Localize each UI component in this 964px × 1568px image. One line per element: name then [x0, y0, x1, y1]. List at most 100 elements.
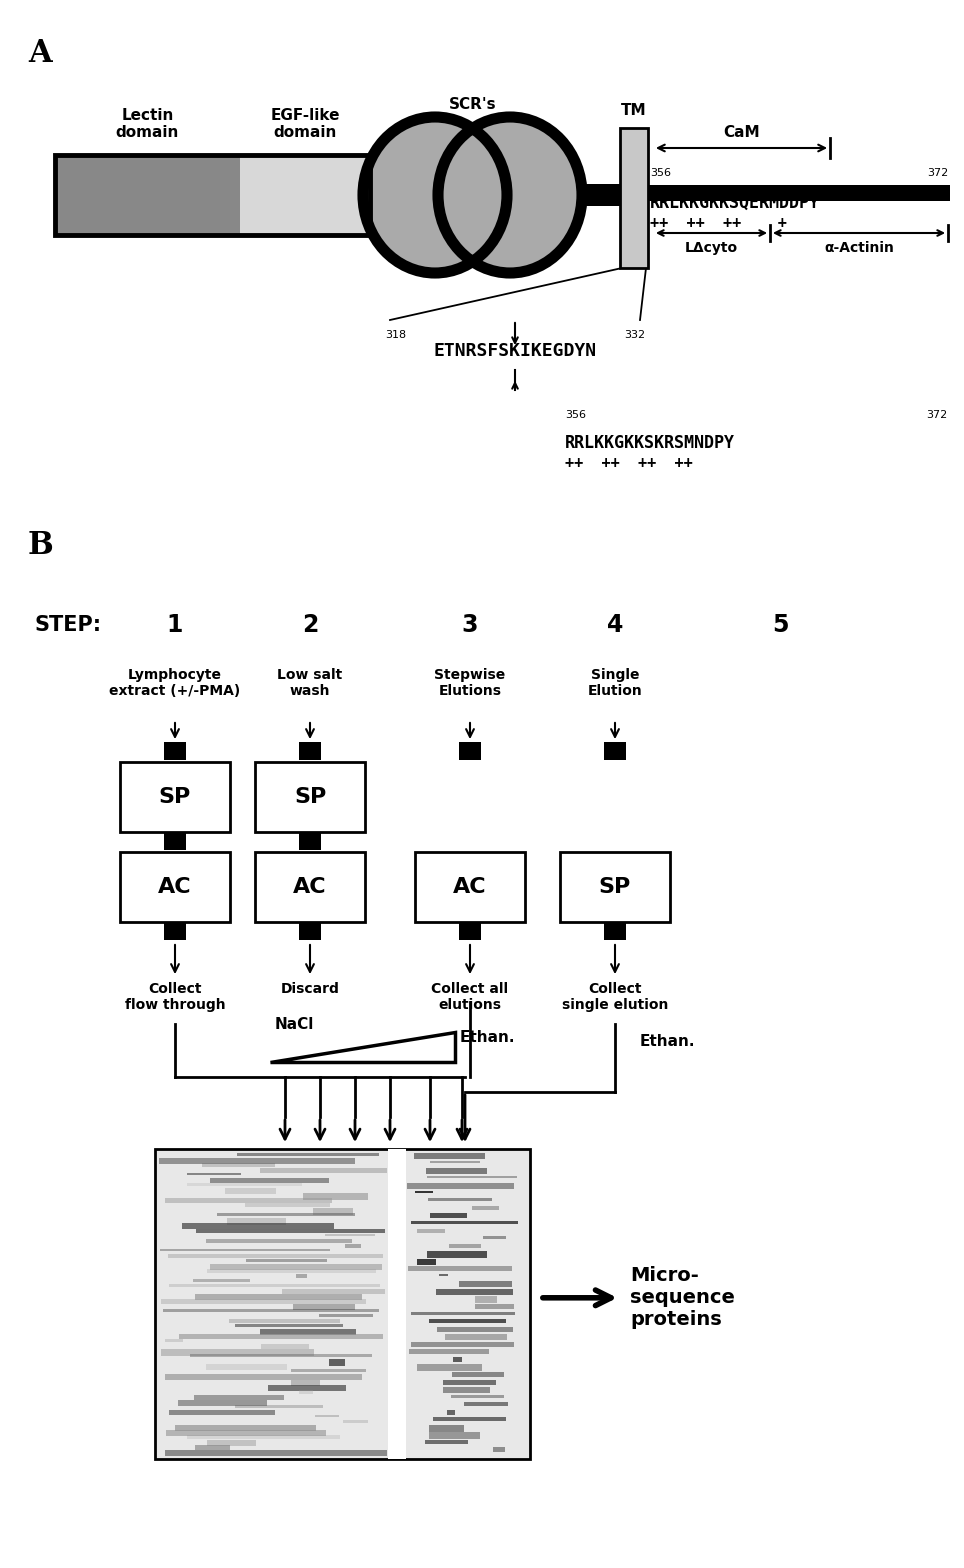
Bar [416, 1259, 436, 1265]
Bar [193, 1279, 250, 1281]
Bar [235, 1405, 323, 1408]
Bar [207, 1439, 255, 1446]
Bar [240, 155, 370, 235]
Text: STEP:: STEP: [35, 615, 102, 635]
Text: Lectin
domain: Lectin domain [116, 108, 179, 140]
Bar [474, 1297, 496, 1303]
Text: RRLKKGKKSKRSMNDPY: RRLKKGKKSKRSMNDPY [565, 434, 735, 452]
Bar [604, 742, 626, 760]
Bar [411, 1342, 514, 1347]
Bar [260, 1330, 357, 1334]
Bar [299, 922, 321, 939]
Bar [411, 1221, 518, 1225]
Text: AC: AC [158, 877, 192, 897]
Bar [165, 1375, 362, 1380]
Text: ETNRSFSKIKEGDYN: ETNRSFSKIKEGDYN [434, 342, 597, 361]
Text: Single
Elution: Single Elution [588, 668, 642, 698]
Bar [236, 1152, 379, 1156]
Bar [312, 1209, 353, 1215]
Bar [345, 1243, 362, 1248]
Bar [255, 762, 365, 833]
Bar [182, 1223, 335, 1229]
Bar [164, 922, 186, 939]
Text: EGF-like
domain: EGF-like domain [270, 108, 339, 140]
Bar [245, 1203, 330, 1207]
Bar [453, 1356, 462, 1361]
Bar [493, 1447, 505, 1452]
Bar [443, 1380, 496, 1385]
Text: AC: AC [293, 877, 327, 897]
Bar [459, 1281, 512, 1287]
Text: SCR's: SCR's [448, 97, 496, 111]
Bar [202, 1163, 276, 1167]
Text: MPR: MPR [579, 193, 614, 207]
Text: 4: 4 [606, 613, 623, 637]
Bar [388, 1149, 406, 1458]
Bar [187, 1184, 302, 1185]
Bar [459, 922, 481, 939]
Text: Low salt
wash: Low salt wash [278, 668, 342, 698]
Text: TM: TM [621, 103, 647, 118]
Bar [429, 1319, 506, 1323]
Bar [55, 155, 240, 235]
Text: A: A [28, 38, 52, 69]
Bar [448, 1243, 481, 1248]
Bar [195, 1446, 229, 1450]
Text: 2: 2 [302, 613, 318, 637]
Bar [452, 1372, 503, 1377]
Bar [175, 1425, 316, 1432]
Bar [429, 1432, 480, 1439]
Bar [415, 1190, 433, 1193]
Bar [281, 1289, 385, 1294]
Bar [291, 1380, 320, 1386]
Bar [165, 1198, 332, 1203]
Bar [296, 1273, 307, 1278]
Text: 372: 372 [925, 409, 947, 420]
Bar [187, 1173, 241, 1176]
Bar [451, 1394, 504, 1399]
Text: ++  ++  ++    +: ++ ++ ++ + [650, 216, 787, 230]
Bar [412, 1311, 515, 1316]
Bar [604, 922, 626, 939]
Bar [120, 762, 230, 833]
Bar [228, 1218, 286, 1225]
Bar [560, 851, 670, 922]
Text: Ethan.: Ethan. [640, 1035, 695, 1049]
Bar [293, 1305, 355, 1309]
Bar [436, 1289, 514, 1295]
Bar [235, 1323, 342, 1327]
Text: CaM: CaM [723, 125, 760, 140]
Text: NaCl: NaCl [275, 1018, 314, 1032]
Bar [255, 851, 365, 922]
Text: LΔcyto: LΔcyto [685, 241, 738, 256]
Text: 356: 356 [650, 168, 671, 179]
Bar [430, 1214, 467, 1218]
Bar [314, 1414, 339, 1417]
Bar [424, 1439, 469, 1444]
Bar [299, 833, 321, 850]
Text: 318: 318 [385, 329, 406, 340]
Text: SP: SP [159, 787, 191, 808]
Bar [475, 1305, 514, 1309]
Bar [319, 1314, 373, 1317]
Bar [161, 1350, 314, 1356]
Bar [408, 1267, 512, 1270]
Bar [268, 1385, 346, 1391]
Bar [229, 1319, 339, 1323]
Bar [190, 1355, 372, 1358]
Text: B: B [28, 530, 54, 561]
Bar [169, 1410, 275, 1414]
Bar [416, 1228, 445, 1232]
Bar [303, 1193, 368, 1200]
Bar [325, 1234, 375, 1237]
Text: 332: 332 [624, 329, 645, 340]
Bar [161, 1298, 366, 1303]
Bar [429, 1425, 464, 1432]
Bar [291, 1369, 366, 1372]
Bar [414, 1152, 485, 1159]
Bar [206, 1364, 286, 1369]
Bar [261, 1344, 309, 1348]
Bar [177, 1400, 267, 1406]
Bar [427, 1251, 487, 1258]
Bar [168, 1254, 383, 1258]
